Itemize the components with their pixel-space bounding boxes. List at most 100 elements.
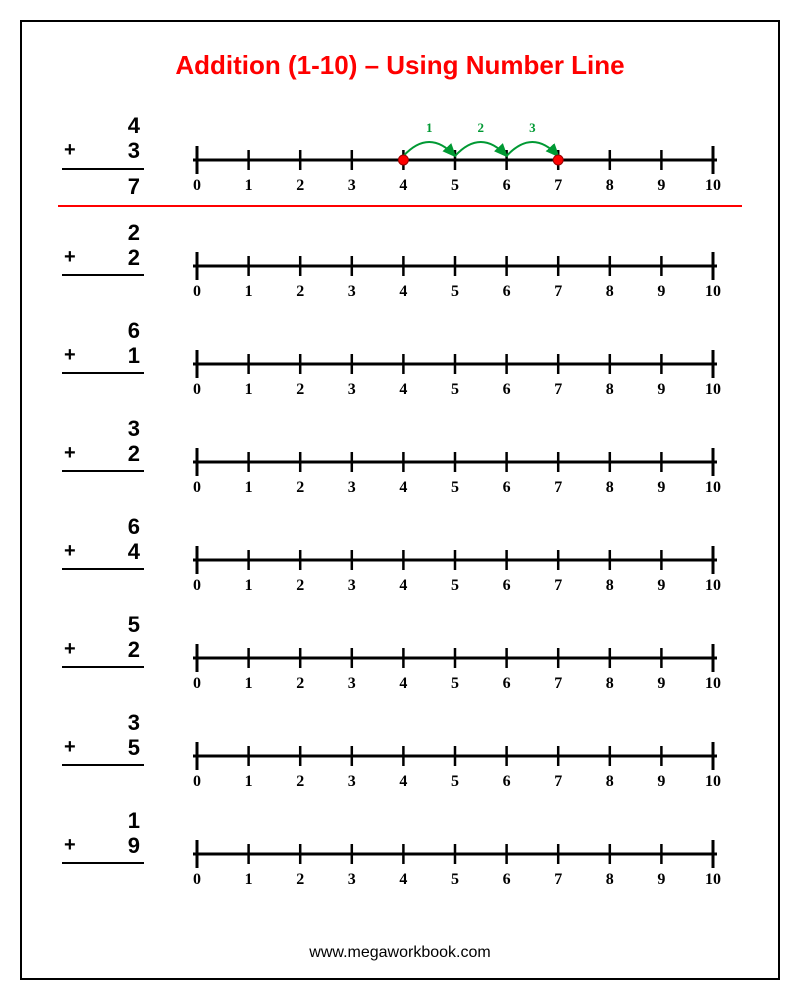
svg-text:6: 6 [503,381,511,398]
svg-text:9: 9 [657,773,665,790]
svg-text:10: 10 [705,381,721,398]
addition-problem: 1+9 [58,808,168,893]
example-problem: 4 + 3 7 [58,113,168,199]
svg-text:2: 2 [296,675,304,692]
problem-row: 3+5012345678910 [58,703,742,801]
svg-text:7: 7 [554,381,562,398]
svg-text:5: 5 [451,381,459,398]
svg-text:3: 3 [348,177,356,194]
plus-sign: + [64,736,76,759]
svg-text:2: 2 [296,871,304,888]
answer-blank[interactable] [58,280,168,304]
svg-text:4: 4 [399,177,407,194]
svg-text:0: 0 [193,177,201,194]
svg-text:3: 3 [348,577,356,594]
svg-text:7: 7 [554,283,562,300]
addition-problem: 2+2 [58,220,168,305]
addition-problem: 5+2 [58,612,168,697]
svg-text:3: 3 [348,773,356,790]
plus-sign: + [64,344,76,367]
problem-rule [62,568,144,570]
svg-text:8: 8 [606,381,614,398]
addition-problem: 6+4 [58,514,168,599]
svg-text:9: 9 [657,381,665,398]
svg-text:7: 7 [554,479,562,496]
svg-text:9: 9 [657,675,665,692]
problem-rule [62,470,144,472]
svg-text:1: 1 [245,773,253,790]
svg-text:1: 1 [245,871,253,888]
number-line: 012345678910 [168,516,742,596]
plus-sign: + [64,834,76,857]
answer-blank[interactable] [58,672,168,696]
plus-sign: + [64,139,76,162]
svg-text:2: 2 [296,381,304,398]
svg-text:0: 0 [193,871,201,888]
problem-rule [62,764,144,766]
svg-text:9: 9 [657,577,665,594]
svg-text:1: 1 [245,577,253,594]
svg-text:9: 9 [657,283,665,300]
problem-row: 6+1012345678910 [58,311,742,409]
addend-a: 5 [58,612,168,637]
addend-a: 6 [58,318,168,343]
svg-text:6: 6 [503,177,511,194]
svg-text:10: 10 [705,177,721,194]
example-number-line: 012345678910123 [168,116,742,196]
svg-text:1: 1 [245,675,253,692]
svg-text:7: 7 [554,675,562,692]
plus-sign: + [64,638,76,661]
svg-text:5: 5 [451,177,459,194]
worksheet-frame: Addition (1-10) – Using Number Line 4 + … [20,20,780,980]
svg-text:9: 9 [657,479,665,496]
problem-rule [62,372,144,374]
problem-row: 6+4012345678910 [58,507,742,605]
number-line: 012345678910 [168,320,742,400]
problem-row: 5+2012345678910 [58,605,742,703]
svg-text:0: 0 [193,577,201,594]
problem-row: 2+2012345678910 [58,213,742,311]
svg-text:2: 2 [296,283,304,300]
problem-row: 3+2012345678910 [58,409,742,507]
problem-rule [62,168,144,170]
svg-text:5: 5 [451,871,459,888]
addend-a: 3 [58,710,168,735]
svg-text:0: 0 [193,479,201,496]
answer-blank[interactable] [58,574,168,598]
svg-text:1: 1 [245,177,253,194]
answer-blank[interactable] [58,378,168,402]
svg-text:6: 6 [503,871,511,888]
footer-url: www.megaworkbook.com [58,938,742,962]
svg-text:8: 8 [606,773,614,790]
svg-text:5: 5 [451,675,459,692]
addend-a: 1 [58,808,168,833]
number-line: 012345678910 [168,810,742,890]
problem-row: 1+9012345678910 [58,801,742,899]
svg-text:6: 6 [503,675,511,692]
example-addend-a: 4 [58,113,168,138]
answer-blank[interactable] [58,770,168,794]
addend-a: 3 [58,416,168,441]
problem-rule [62,666,144,668]
answer-blank[interactable] [58,868,168,892]
svg-text:0: 0 [193,675,201,692]
number-line: 012345678910 [168,712,742,792]
svg-text:4: 4 [399,381,407,398]
svg-text:4: 4 [399,283,407,300]
svg-text:6: 6 [503,773,511,790]
svg-text:3: 3 [348,871,356,888]
number-line: 012345678910 [168,418,742,498]
svg-text:3: 3 [348,283,356,300]
problem-rule [62,862,144,864]
answer-blank[interactable] [58,476,168,500]
svg-text:6: 6 [503,479,511,496]
svg-text:8: 8 [606,871,614,888]
svg-text:2: 2 [296,479,304,496]
svg-text:4: 4 [399,871,407,888]
plus-sign: + [64,442,76,465]
svg-text:10: 10 [705,675,721,692]
svg-text:9: 9 [657,871,665,888]
plus-sign: + [64,540,76,563]
svg-text:2: 2 [296,177,304,194]
addend-a: 6 [58,514,168,539]
